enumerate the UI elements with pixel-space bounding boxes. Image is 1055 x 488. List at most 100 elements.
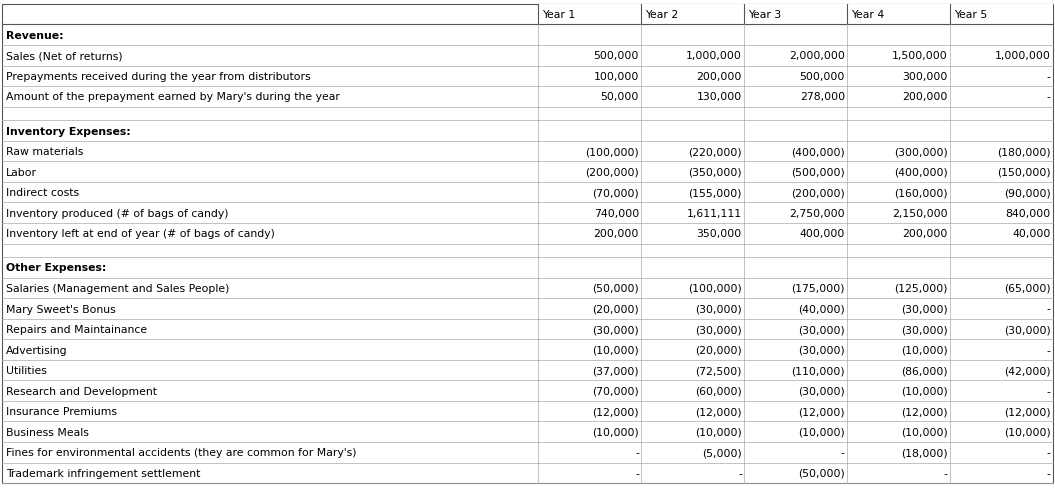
Text: 740,000: 740,000 — [594, 208, 639, 218]
Text: Year 5: Year 5 — [954, 10, 987, 20]
Text: Insurance Premiums: Insurance Premiums — [6, 407, 117, 416]
Text: (30,000): (30,000) — [901, 304, 947, 314]
Text: Research and Development: Research and Development — [6, 386, 157, 396]
Text: (125,000): (125,000) — [895, 284, 947, 293]
Text: 50,000: 50,000 — [600, 92, 639, 102]
Text: (12,000): (12,000) — [695, 407, 742, 416]
Text: Advertising: Advertising — [6, 345, 68, 355]
Text: (30,000): (30,000) — [695, 325, 742, 334]
Text: 2,000,000: 2,000,000 — [789, 51, 845, 61]
Text: Amount of the prepayment earned by Mary's during the year: Amount of the prepayment earned by Mary'… — [6, 92, 340, 102]
Text: Trademark infringement settlement: Trademark infringement settlement — [6, 468, 200, 478]
Text: -: - — [635, 468, 639, 478]
Text: (5,000): (5,000) — [702, 447, 742, 457]
Text: (10,000): (10,000) — [592, 427, 639, 437]
Text: (70,000): (70,000) — [592, 386, 639, 396]
Text: (30,000): (30,000) — [798, 345, 845, 355]
Text: 278,000: 278,000 — [800, 92, 845, 102]
Text: 100,000: 100,000 — [594, 72, 639, 81]
Text: (12,000): (12,000) — [1004, 407, 1051, 416]
Text: (70,000): (70,000) — [592, 188, 639, 198]
Text: 200,000: 200,000 — [696, 72, 742, 81]
Text: (37,000): (37,000) — [592, 366, 639, 375]
Text: (12,000): (12,000) — [592, 407, 639, 416]
Text: Raw materials: Raw materials — [6, 147, 83, 157]
Text: (220,000): (220,000) — [688, 147, 742, 157]
Text: (12,000): (12,000) — [799, 407, 845, 416]
Bar — [950, 5, 1053, 25]
Text: 300,000: 300,000 — [902, 72, 947, 81]
Text: 1,000,000: 1,000,000 — [686, 51, 742, 61]
Text: 500,000: 500,000 — [800, 72, 845, 81]
Text: Sales (Net of returns): Sales (Net of returns) — [6, 51, 123, 61]
Text: (86,000): (86,000) — [901, 366, 947, 375]
Text: Inventory left at end of year (# of bags of candy): Inventory left at end of year (# of bags… — [6, 229, 275, 239]
Bar — [538, 5, 641, 25]
Text: Fines for environmental accidents (they are common for Mary's): Fines for environmental accidents (they … — [6, 447, 357, 457]
Text: -: - — [635, 447, 639, 457]
Text: Repairs and Maintainance: Repairs and Maintainance — [6, 325, 148, 334]
Text: (200,000): (200,000) — [791, 188, 845, 198]
Text: (30,000): (30,000) — [798, 386, 845, 396]
Text: 350,000: 350,000 — [696, 229, 742, 239]
Text: (50,000): (50,000) — [798, 468, 845, 478]
Text: 500,000: 500,000 — [594, 51, 639, 61]
Text: (60,000): (60,000) — [695, 386, 742, 396]
Text: (110,000): (110,000) — [791, 366, 845, 375]
Text: -: - — [841, 447, 845, 457]
Text: (30,000): (30,000) — [695, 304, 742, 314]
Text: (65,000): (65,000) — [1004, 284, 1051, 293]
Text: Labor: Labor — [6, 167, 37, 177]
Text: Salaries (Management and Sales People): Salaries (Management and Sales People) — [6, 284, 230, 293]
Text: (300,000): (300,000) — [894, 147, 947, 157]
Text: (72,500): (72,500) — [695, 366, 742, 375]
Text: (30,000): (30,000) — [592, 325, 639, 334]
Text: (175,000): (175,000) — [791, 284, 845, 293]
Text: Year 1: Year 1 — [542, 10, 575, 20]
Bar — [847, 5, 950, 25]
Text: (100,000): (100,000) — [688, 284, 742, 293]
Text: (10,000): (10,000) — [901, 386, 947, 396]
Text: -: - — [1047, 386, 1051, 396]
Text: (42,000): (42,000) — [1004, 366, 1051, 375]
Text: Inventory produced (# of bags of candy): Inventory produced (# of bags of candy) — [6, 208, 229, 218]
Text: Year 3: Year 3 — [748, 10, 782, 20]
Text: Revenue:: Revenue: — [6, 31, 64, 41]
Text: (30,000): (30,000) — [1004, 325, 1051, 334]
Text: (40,000): (40,000) — [798, 304, 845, 314]
Text: Mary Sweet's Bonus: Mary Sweet's Bonus — [6, 304, 116, 314]
Text: (160,000): (160,000) — [895, 188, 947, 198]
Text: (10,000): (10,000) — [901, 345, 947, 355]
Text: 130,000: 130,000 — [696, 92, 742, 102]
Bar — [641, 5, 744, 25]
Text: -: - — [1047, 72, 1051, 81]
Text: (350,000): (350,000) — [688, 167, 742, 177]
Text: (155,000): (155,000) — [688, 188, 742, 198]
Text: 1,000,000: 1,000,000 — [995, 51, 1051, 61]
Text: (10,000): (10,000) — [695, 427, 742, 437]
Text: (50,000): (50,000) — [592, 284, 639, 293]
Text: -: - — [738, 468, 742, 478]
Text: -: - — [1047, 304, 1051, 314]
Text: (400,000): (400,000) — [791, 147, 845, 157]
Text: (10,000): (10,000) — [1004, 427, 1051, 437]
Text: 1,500,000: 1,500,000 — [893, 51, 947, 61]
Text: (400,000): (400,000) — [894, 167, 947, 177]
Text: Indirect costs: Indirect costs — [6, 188, 79, 198]
Text: -: - — [1047, 447, 1051, 457]
Text: -: - — [944, 468, 947, 478]
Text: (90,000): (90,000) — [1004, 188, 1051, 198]
Text: (180,000): (180,000) — [997, 147, 1051, 157]
Text: 200,000: 200,000 — [594, 229, 639, 239]
Text: 1,611,111: 1,611,111 — [687, 208, 742, 218]
Text: 40,000: 40,000 — [1013, 229, 1051, 239]
Text: 400,000: 400,000 — [800, 229, 845, 239]
Text: (20,000): (20,000) — [695, 345, 742, 355]
Text: (30,000): (30,000) — [901, 325, 947, 334]
Text: Year 4: Year 4 — [851, 10, 884, 20]
Text: (10,000): (10,000) — [798, 427, 845, 437]
Text: (150,000): (150,000) — [997, 167, 1051, 177]
Text: 200,000: 200,000 — [902, 92, 947, 102]
Text: (18,000): (18,000) — [901, 447, 947, 457]
Text: (20,000): (20,000) — [592, 304, 639, 314]
